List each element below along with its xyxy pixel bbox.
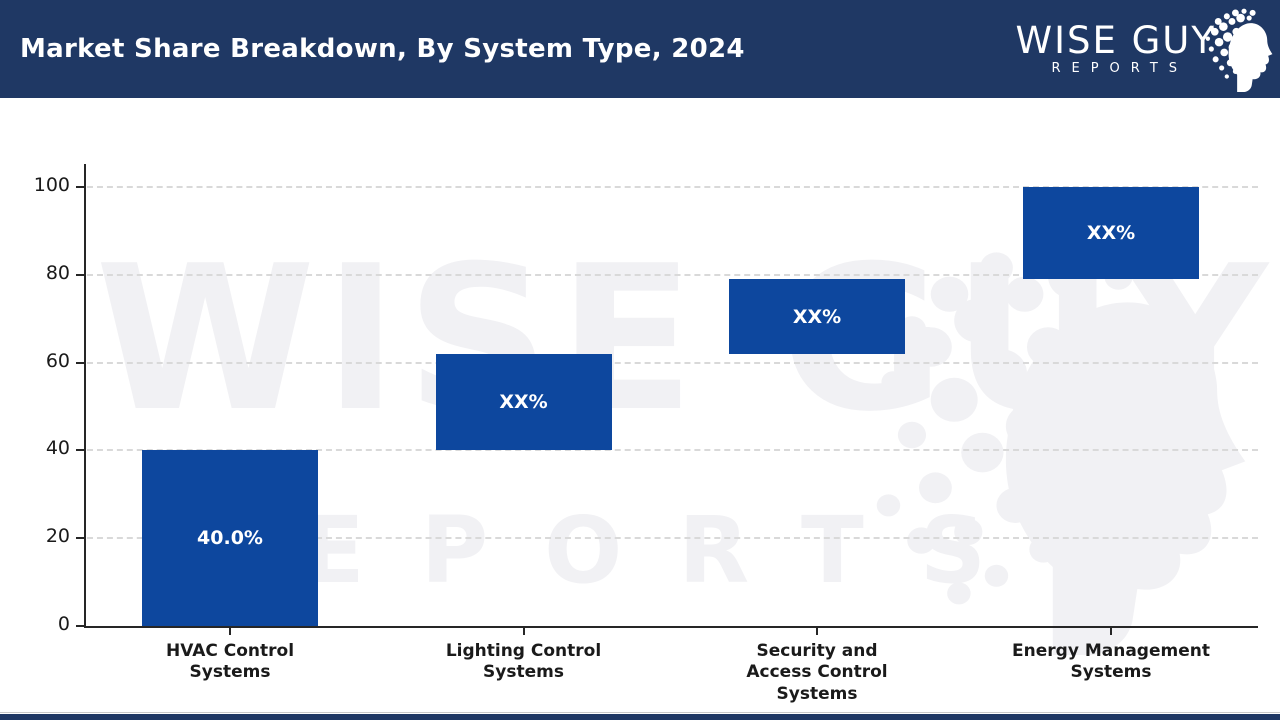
gridline-80 (87, 273, 1258, 276)
category-label-3: Security and Access Control Systems (746, 641, 888, 704)
category-label-2: Lighting Control Systems (445, 641, 602, 683)
x-axis-tick-3 (816, 628, 818, 635)
header-bar: Market Share Breakdown, By System Type, … (0, 0, 1280, 98)
y-axis-tick-40 (76, 449, 85, 452)
bar-value-label-2: XX% (499, 391, 548, 414)
bar-value-label-1: 40.0% (197, 527, 263, 550)
bar-segment-3: XX% (729, 279, 905, 354)
logo-secondary-text: REPORTS (1051, 61, 1189, 77)
logo-primary-text: WISE GUY (1015, 18, 1216, 62)
bar-value-label-4: XX% (1086, 222, 1136, 245)
x-axis-tick-1 (229, 628, 231, 635)
y-axis-tick-label-100: 100 (33, 174, 70, 196)
gridline-20 (87, 537, 1258, 540)
bar-value-label-3: XX% (792, 305, 842, 328)
y-axis-tick-label-80: 80 (45, 261, 70, 284)
gridline-100 (87, 186, 1258, 188)
category-label-4: Energy Management Systems (1012, 641, 1210, 683)
bar-segment-4: XX% (1023, 187, 1199, 280)
bar-segment-2: XX% (435, 353, 612, 451)
y-axis-tick-100 (76, 186, 85, 188)
y-axis-tick-label-20: 20 (45, 525, 70, 548)
category-label-1: HVAC Control Systems (165, 641, 295, 683)
wiseguy-logo: WISE GUY REPORTS (1016, 6, 1274, 92)
footer-divider (0, 712, 1280, 713)
y-axis-line (84, 164, 86, 628)
x-axis-line (84, 626, 1258, 628)
footer-bar (0, 714, 1280, 720)
bar-segment-1: 40.0% (142, 450, 318, 626)
y-axis-tick-60 (76, 361, 85, 364)
watermark-head-icon (876, 228, 1246, 655)
gridline-40 (87, 449, 1258, 452)
logo-text: WISE GUY REPORTS (1015, 18, 1216, 77)
page-title: Market Share Breakdown, By System Type, … (20, 34, 745, 64)
logo-head-icon (1205, 8, 1273, 92)
y-axis-tick-label-60: 60 (45, 349, 70, 372)
y-axis-tick-80 (76, 273, 85, 276)
y-axis-tick-20 (76, 537, 85, 540)
y-axis-tick-0 (76, 625, 85, 627)
y-axis-tick-label-0: 0 (57, 613, 70, 635)
x-axis-tick-4 (1110, 628, 1112, 635)
x-axis-tick-2 (522, 628, 525, 635)
gridline-60 (87, 361, 1258, 364)
y-axis-tick-label-40: 40 (45, 437, 70, 460)
